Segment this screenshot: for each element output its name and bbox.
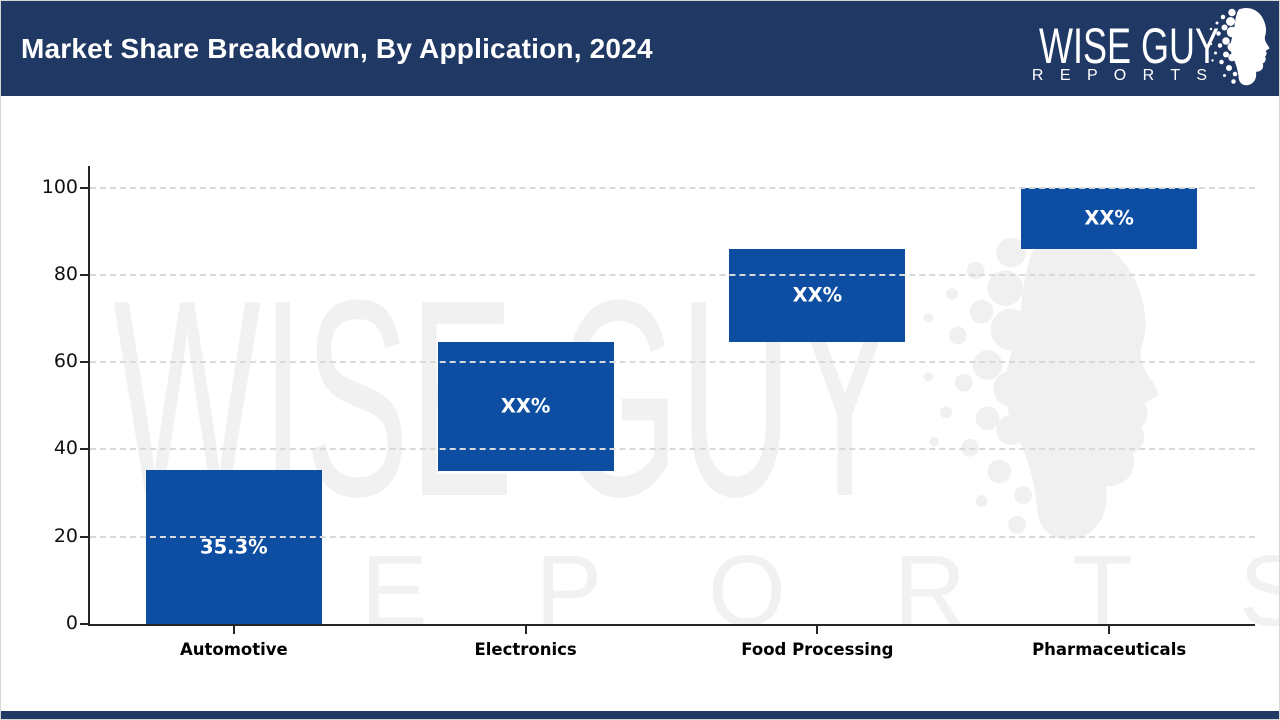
bar-value-label: 35.3%: [200, 535, 268, 559]
y-tick-80: [80, 273, 88, 276]
face-profile-dots-icon: [1185, 5, 1279, 95]
x-tick-2: [816, 626, 819, 634]
y-axis-line: [88, 166, 90, 626]
watermark-face-profile-dots-icon: [873, 223, 1173, 578]
y-tick-label-100: 100: [41, 175, 78, 198]
y-tick-20: [80, 535, 88, 538]
bar-value-label: XX%: [792, 283, 843, 307]
x-tick-0: [232, 626, 235, 634]
x-tick-3: [1108, 626, 1111, 634]
gridline-80: [90, 273, 1255, 276]
gridline-100: [90, 186, 1255, 189]
page-title: Market Share Breakdown, By Application, …: [21, 32, 653, 64]
logo-subtitle: R E P O R T S: [1031, 67, 1213, 84]
bar-automotive: 35.3%: [145, 469, 322, 624]
x-axis-line: [88, 624, 1255, 626]
bar-value-label: XX%: [500, 394, 551, 418]
y-tick-label-40: 40: [53, 437, 78, 460]
y-tick-0: [80, 623, 88, 625]
y-tick-60: [80, 361, 88, 364]
y-tick-label-0: 0: [65, 612, 78, 634]
bar-pharmaceuticals: XX%: [1021, 187, 1198, 250]
bar-food-processing: XX%: [729, 249, 906, 342]
gridline-60: [90, 361, 1255, 364]
x-category-label: Automotive: [179, 640, 288, 659]
waterfall-chart: 0 20 40 60 80 100 35.3% Automotive XX% Electronic…: [1, 96, 1279, 713]
y-tick-label-80: 80: [53, 262, 78, 285]
x-category-label: Pharmaceuticals: [1032, 640, 1187, 659]
footer-bar: [1, 711, 1279, 719]
gridline-40: [90, 448, 1255, 451]
x-tick-1: [524, 626, 527, 634]
wise-guy-reports-logo: WISE GUY R E P O R T S: [1031, 1, 1279, 96]
y-tick-label-20: 20: [53, 524, 78, 547]
y-tick-label-60: 60: [53, 350, 78, 373]
gridline-20: [90, 535, 1255, 538]
bar-value-label: XX%: [1084, 206, 1134, 230]
header-bar: Market Share Breakdown, By Application, …: [1, 1, 1279, 96]
x-category-label: Food Processing: [741, 640, 894, 659]
x-category-label: Electronics: [474, 640, 577, 659]
y-tick-40: [80, 448, 88, 451]
y-tick-100: [80, 186, 88, 189]
logo-wordmark: WISE GUY: [1038, 18, 1219, 74]
